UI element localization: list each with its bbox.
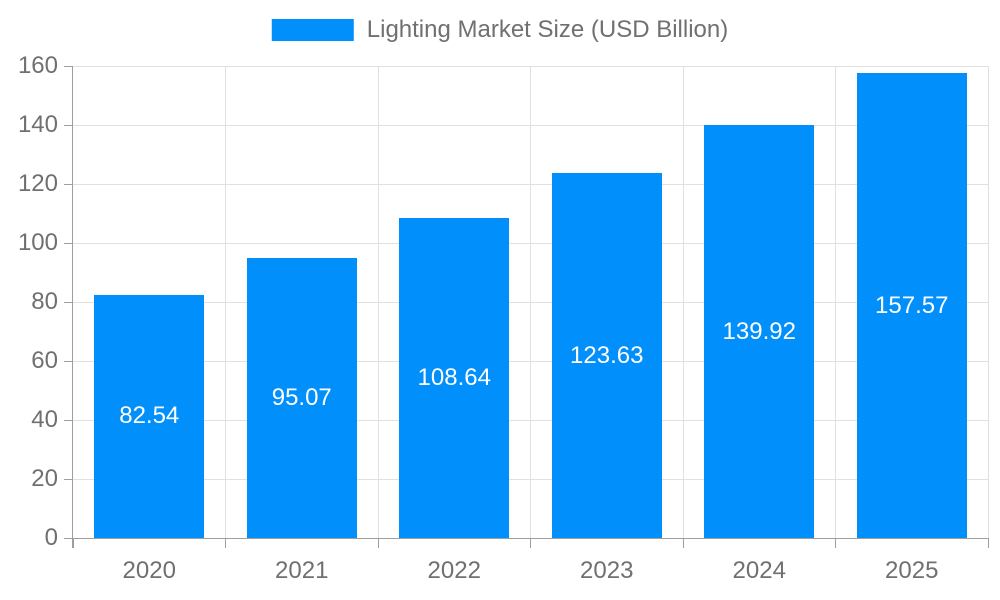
y-axis-label: 0	[44, 524, 58, 551]
gridline-vertical	[225, 66, 226, 538]
y-axis-label: 160	[17, 52, 58, 79]
y-axis-line	[72, 66, 73, 548]
y-axis-tick	[64, 537, 72, 539]
legend-swatch	[271, 19, 354, 41]
x-axis-label: 2022	[427, 557, 481, 584]
gridline-vertical	[377, 66, 379, 538]
x-axis-label: 2024	[732, 557, 786, 584]
x-axis-tick	[377, 538, 379, 548]
bar-2025[interactable]: 157.57	[856, 73, 967, 538]
bar-2021[interactable]: 95.07	[246, 257, 357, 538]
bar-2020[interactable]: 82.54	[94, 294, 205, 538]
bar-value-label: 123.63	[570, 341, 644, 369]
gridline-vertical	[530, 66, 531, 538]
bar-2024[interactable]: 139.92	[704, 125, 815, 538]
x-axis-label: 2023	[580, 557, 634, 584]
y-axis-tick	[64, 301, 72, 303]
bar-value-label: 108.64	[417, 363, 491, 391]
x-axis-tick	[987, 538, 989, 548]
bar-value-label: 157.57	[875, 291, 949, 319]
plot-area: 82.54 95.07 108.64 123.63 139.92 157.57	[64, 65, 989, 548]
x-axis-tick	[835, 538, 836, 548]
x-axis-tick	[225, 538, 226, 548]
gridline-vertical	[835, 66, 836, 538]
y-axis-tick	[64, 242, 72, 244]
y-axis-label: 100	[17, 229, 58, 256]
gridline-vertical	[682, 66, 684, 538]
y-axis-tick	[64, 183, 72, 185]
x-axis-label: 2025	[885, 557, 939, 584]
x-axis-tick	[530, 538, 531, 548]
y-axis-label: 80	[31, 288, 58, 315]
y-axis-label: 60	[31, 347, 58, 374]
y-axis-tick	[64, 124, 72, 126]
y-axis-tick	[64, 478, 72, 480]
bar-2022[interactable]: 108.64	[399, 217, 510, 538]
x-axis-tick	[72, 538, 74, 548]
bar-2023[interactable]: 123.63	[551, 173, 662, 538]
y-axis-label: 120	[17, 170, 58, 197]
y-axis-tick	[64, 360, 72, 362]
y-axis-tick	[64, 419, 72, 421]
gridline-vertical	[987, 66, 989, 538]
bar-value-label: 139.92	[722, 317, 796, 345]
y-axis-label: 40	[31, 406, 58, 433]
legend-label: Lighting Market Size (USD Billion)	[366, 16, 729, 43]
chart-legend[interactable]: Lighting Market Size (USD Billion)	[271, 16, 729, 43]
bar-value-label: 95.07	[271, 383, 332, 411]
y-axis-label: 20	[31, 465, 58, 492]
bar-value-label: 82.54	[119, 402, 180, 430]
y-axis-tick	[64, 65, 72, 67]
x-axis-tick	[682, 538, 684, 548]
x-axis-label: 2021	[275, 557, 329, 584]
y-axis-label: 140	[17, 111, 58, 138]
x-axis-label: 2020	[122, 557, 176, 584]
